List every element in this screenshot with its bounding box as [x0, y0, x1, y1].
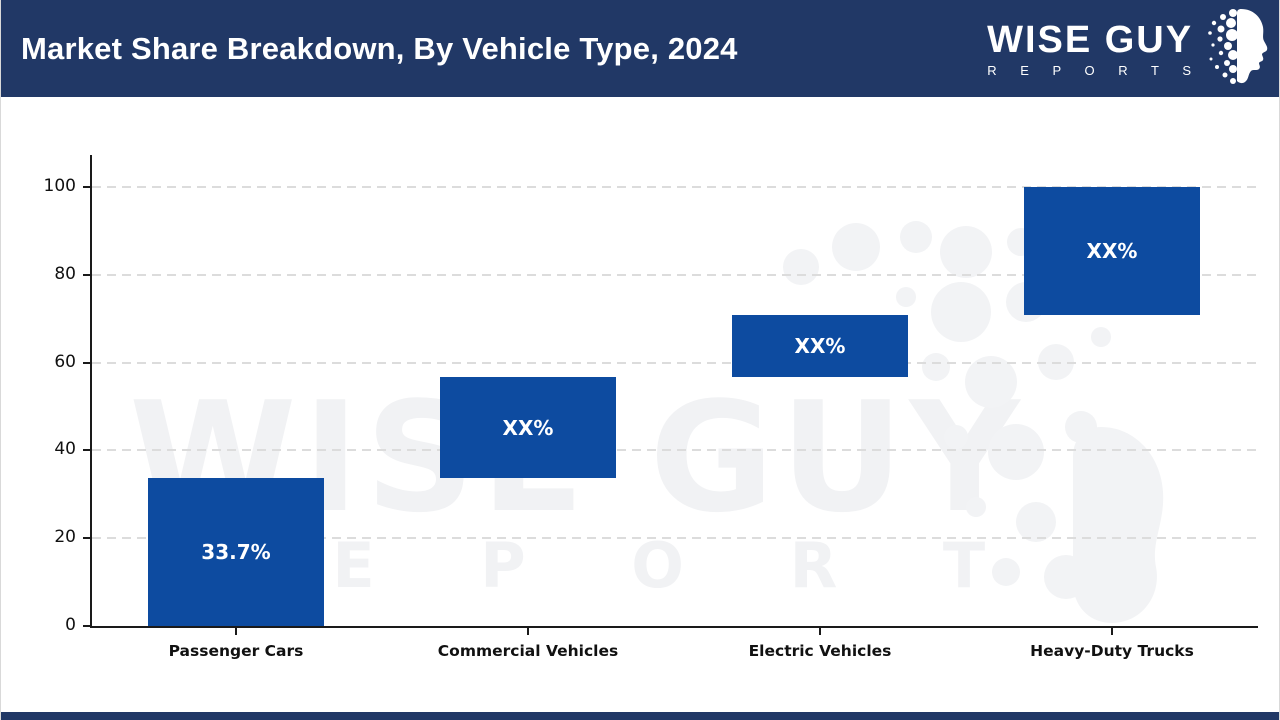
gridline	[92, 273, 1258, 276]
y-tick-mark	[83, 186, 90, 188]
y-tick-label: 0	[65, 615, 76, 635]
y-tick-mark	[83, 537, 90, 540]
bar-segment: XX%	[1024, 187, 1200, 316]
logo-wordmark-line2: R E P O R T S	[987, 62, 1201, 78]
bar-segment: XX%	[440, 377, 616, 479]
bar-value-label: XX%	[794, 334, 846, 359]
x-category-label: Passenger Cars	[168, 642, 304, 660]
bar-value-label: XX%	[502, 415, 554, 440]
footer-band	[1, 712, 1279, 720]
logo-wordmark-line1: WISE GUY	[987, 18, 1194, 61]
bar-value-label: XX%	[1086, 239, 1138, 264]
x-axis-line	[90, 626, 1258, 628]
y-tick-label: 100	[43, 176, 76, 196]
y-tick-mark	[83, 449, 90, 452]
bar-segment: XX%	[732, 315, 908, 378]
gridline	[92, 537, 1258, 540]
header-band: Market Share Breakdown, By Vehicle Type,…	[1, 0, 1279, 97]
y-tick-mark	[83, 273, 90, 276]
bar-segment: 33.7%	[148, 478, 324, 626]
y-tick-label: 40	[54, 439, 76, 460]
x-tick-mark	[819, 628, 821, 635]
wise-guy-reports-logo: WISE GUY R E P O R T S	[979, 5, 1269, 93]
gridline	[92, 361, 1258, 364]
chart-title: Market Share Breakdown, By Vehicle Type,…	[21, 30, 738, 66]
dotted-head-profile-icon	[1203, 5, 1269, 93]
y-tick-mark	[83, 625, 90, 627]
x-category-label: Commercial Vehicles	[437, 642, 619, 660]
chart-plot-area: WISE GUY R E P O R T S 0 20 40 60 80 100 33.7%…	[1, 97, 1279, 712]
gridline	[92, 449, 1258, 452]
y-tick-mark	[83, 361, 90, 364]
y-axis-line	[90, 155, 92, 628]
bar-value-label: 33.7%	[201, 540, 271, 565]
x-tick-mark	[527, 628, 529, 635]
gridline	[92, 186, 1258, 188]
x-category-label: Heavy-Duty Trucks	[1030, 642, 1194, 660]
y-tick-label: 80	[54, 263, 76, 284]
x-tick-mark	[1111, 628, 1113, 635]
y-tick-label: 60	[54, 351, 76, 372]
logo-wordmark: WISE GUY R E P O R T S	[979, 21, 1201, 77]
x-tick-mark	[235, 628, 237, 635]
x-category-label: Electric Vehicles	[748, 642, 892, 660]
y-tick-label: 20	[54, 527, 76, 548]
watermark-text-line2: R E P O R T S	[179, 529, 1178, 602]
